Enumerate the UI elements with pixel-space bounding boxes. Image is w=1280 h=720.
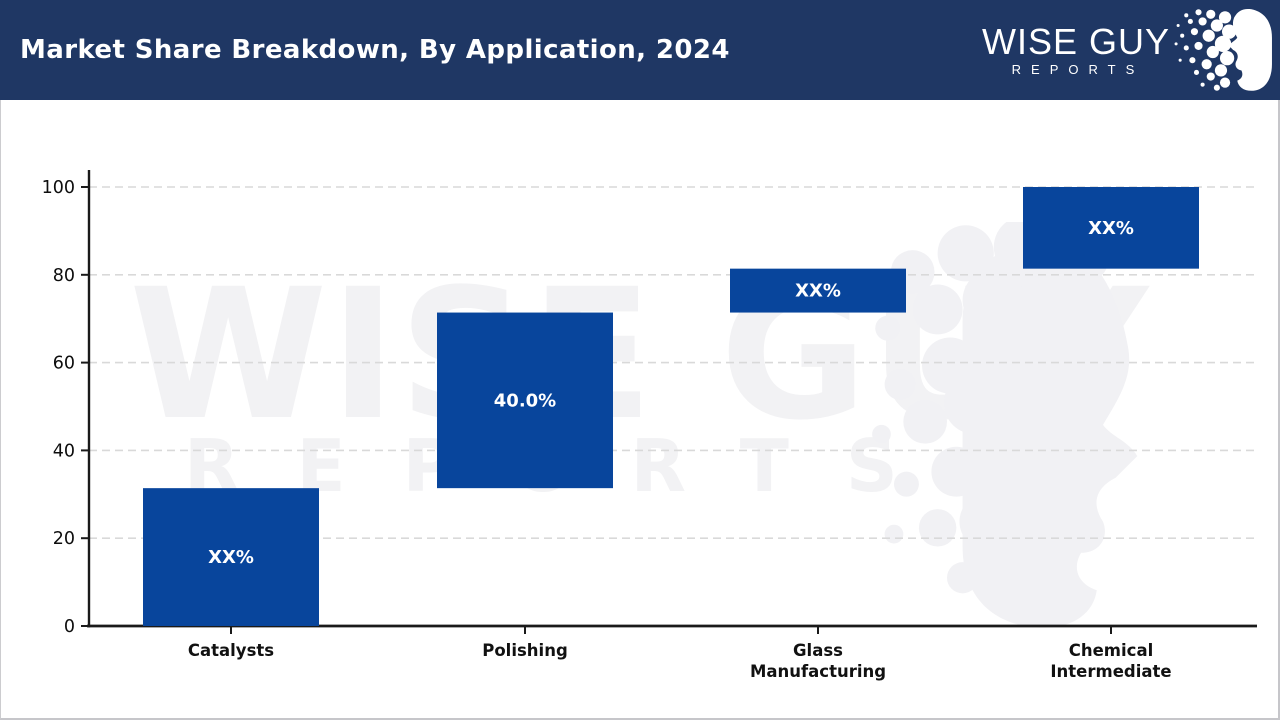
bar-chemical-intermediate — [1023, 187, 1199, 269]
y-tick-label-0: 0 — [64, 617, 75, 637]
x-tick-label: Catalysts — [188, 641, 274, 660]
logo-text: WISE GUY REPORTS — [982, 23, 1170, 77]
bar-label-glass-manufacturing: XX% — [795, 281, 841, 302]
waterfall-chart: 0 20 40 60 80 100 Catalysts Polishing Glass Manuf… — [42, 170, 1257, 681]
x-tick-label: Chemical — [1069, 641, 1153, 660]
y-tick-label-20: 20 — [53, 529, 75, 549]
y-tick-label-60: 60 — [53, 354, 75, 374]
bar-polishing — [437, 312, 613, 489]
bar-label-polishing: 40.0% — [494, 390, 556, 411]
logo-wordmark: WISE GUY — [981, 21, 1170, 63]
x-tick-label: Manufacturing — [750, 662, 886, 681]
logo-subtitle: REPORTS — [1011, 61, 1145, 77]
bar-catalysts — [143, 488, 319, 626]
page-title: Market Share Breakdown, By Application, … — [20, 35, 730, 65]
bar-glass-manufacturing — [730, 268, 906, 313]
x-tick-label: Intermediate — [1050, 662, 1171, 681]
y-tick-label-80: 80 — [53, 266, 75, 286]
wise-guy-logo: WISE GUY REPORTS — [982, 2, 1274, 98]
bar-label-chemical-intermediate: XX% — [1088, 218, 1134, 239]
x-tick-label: Polishing — [482, 641, 568, 660]
x-tick-label: Glass — [793, 641, 843, 660]
bar-label-catalysts: XX% — [208, 547, 254, 568]
chart-area: WISE GUY REPORTS 020406080100CatalystsPo… — [0, 100, 1280, 720]
header-bar: Market Share Breakdown, By Application, … — [0, 0, 1280, 100]
y-tick-label-40: 40 — [53, 441, 75, 461]
logo-head-icon — [1174, 8, 1272, 91]
y-tick-label-100: 100 — [42, 178, 75, 198]
